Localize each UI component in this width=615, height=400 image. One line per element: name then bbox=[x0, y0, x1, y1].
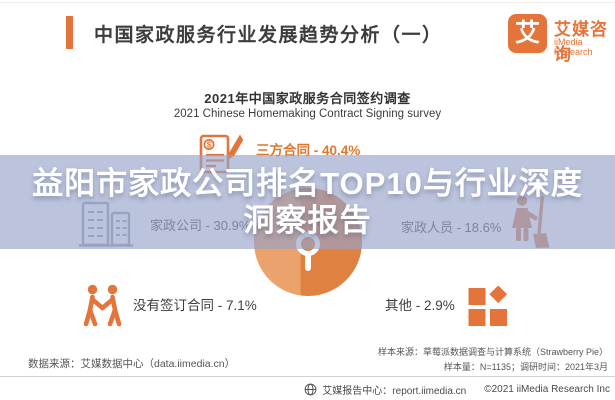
survey-title-en: 2021 Chinese Homemaking Contract Signing… bbox=[173, 108, 442, 120]
other-label: 其他 - 2.9% bbox=[385, 298, 455, 313]
report-center-text: 艾媒报告中心：report.iimedia.cn bbox=[322, 386, 467, 397]
watermark-line1: 益阳市家政公司排名TOP10与行业深度 bbox=[32, 166, 583, 201]
iimedia-logo: 艾 bbox=[508, 14, 547, 53]
brand-name-cn: 艾媒咨询 bbox=[554, 20, 608, 64]
copyright-text: ©2021 iiMedia Research Inc bbox=[484, 384, 610, 395]
footer-bar: 艾媒报告中心：report.iimedia.cn ©2021 iiMedia R… bbox=[304, 382, 610, 397]
title-accent-bar bbox=[66, 16, 73, 49]
tri-contract-label: 三方合同 - 40.4% bbox=[256, 143, 361, 158]
watermark-line2: 洞察报告 bbox=[243, 203, 372, 238]
sample-info: 样本量：N=1135；调研时间：2021年3月 bbox=[443, 362, 608, 372]
sample-source: 样本来源：草莓派数据调查与计算系统（Strawberry Pie） bbox=[377, 347, 608, 357]
brand-name-en: iiMedia Research bbox=[554, 37, 593, 57]
no-contract-label: 没有签订合同 - 7.1% bbox=[133, 298, 257, 313]
watermark-band: 益阳市家政公司排名TOP10与行业深度 洞察报告 bbox=[0, 155, 615, 249]
top-hairline bbox=[0, 2, 615, 3]
globe-icon bbox=[304, 383, 317, 396]
data-source: 数据来源：艾媒数据中心（data.iimedia.cn） bbox=[28, 358, 236, 370]
survey-title-cn: 2021年中国家政服务合同签约调查 bbox=[204, 91, 411, 106]
page-title: 中国家政服务行业发展趋势分析（一） bbox=[94, 25, 443, 46]
logo-glyph: 艾 bbox=[514, 19, 540, 47]
squares-grid-icon bbox=[468, 285, 512, 332]
footer-divider bbox=[0, 376, 615, 377]
handshake-icon bbox=[82, 283, 123, 332]
svg-text:$: $ bbox=[207, 140, 212, 149]
